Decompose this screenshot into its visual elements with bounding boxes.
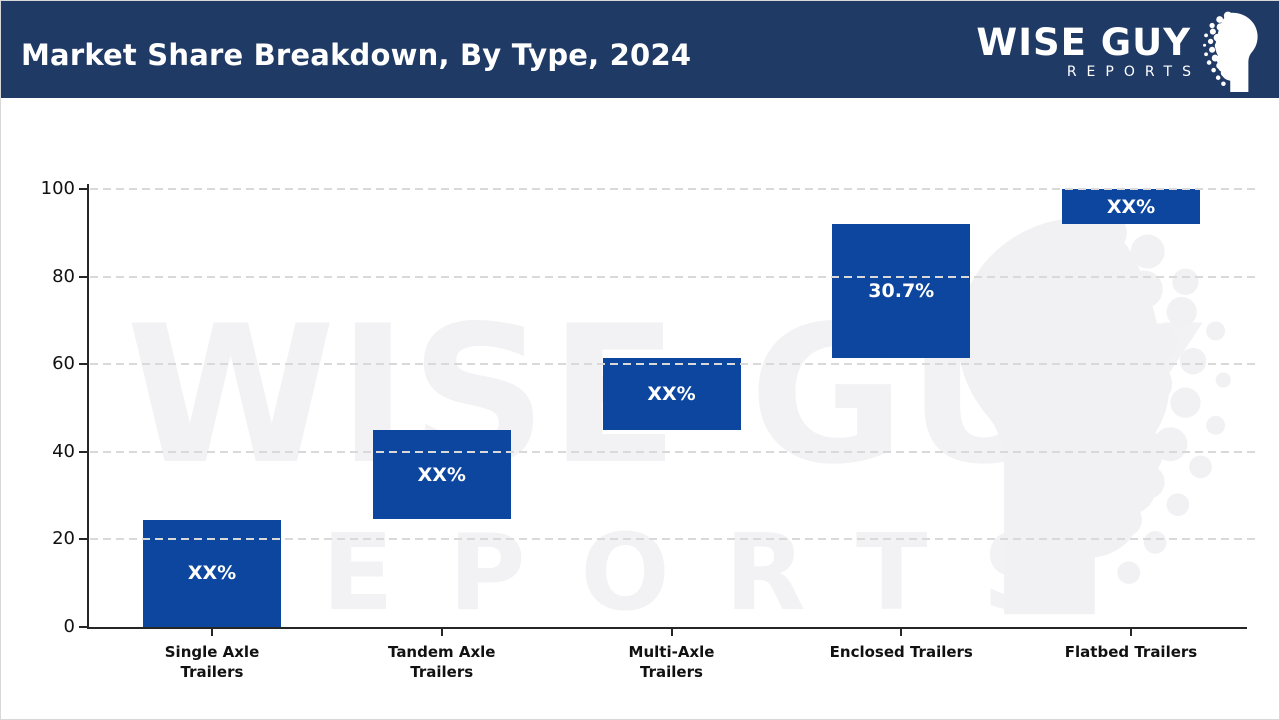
y-gridline xyxy=(90,450,1255,453)
bar-value-label: XX% xyxy=(417,463,466,486)
category-label-line: Trailers xyxy=(180,663,244,681)
logo-subtext: REPORTS xyxy=(1066,63,1201,80)
bar-single-axle-trailers xyxy=(143,519,281,627)
x-tick-mark xyxy=(900,629,903,636)
bar-multi-axle-trailers xyxy=(602,358,741,431)
head-profile-dots-icon xyxy=(1203,11,1258,92)
category-label-multi-axle-trailers: Multi-Axle Trailers xyxy=(557,642,787,682)
y-gridline xyxy=(90,363,1255,366)
bar-tandem-axle-trailers xyxy=(372,430,511,520)
y-tick-mark xyxy=(79,626,87,628)
y-tick-mark xyxy=(79,275,87,278)
brand-logo-text: WISE GUY REPORTS xyxy=(976,24,1191,80)
logo-wordmark: WISE GUY xyxy=(976,20,1191,64)
y-tick-label: 40 xyxy=(52,440,75,462)
bar-value-label: XX% xyxy=(187,562,237,585)
y-tick-mark xyxy=(79,188,87,190)
x-tick-mark xyxy=(1130,629,1132,636)
category-label-line: Trailers xyxy=(410,663,474,681)
y-tick-label: 80 xyxy=(52,265,75,287)
y-tick-label: 100 xyxy=(40,178,75,199)
x-tick-mark xyxy=(670,629,673,636)
category-label-single-axle-trailers: Single Axle Trailers xyxy=(97,642,327,682)
x-tick-mark xyxy=(211,629,213,636)
y-gridline xyxy=(90,188,1255,190)
category-label-enclosed-trailers: Enclosed Trailers xyxy=(786,642,1016,662)
category-label-line: Trailers xyxy=(640,663,703,681)
bar-value-label: XX% xyxy=(1106,195,1156,218)
y-gridline xyxy=(90,275,1255,278)
category-label-line: Flatbed Trailers xyxy=(1064,643,1198,661)
y-gridline xyxy=(90,538,1255,541)
y-tick-mark xyxy=(79,363,87,366)
brand-logo: WISE GUY REPORTS xyxy=(976,5,1265,95)
chart-title: Market Share Breakdown, By Type, 2024 xyxy=(21,37,692,72)
watermark-subtext: REPORTS xyxy=(186,512,1114,634)
x-axis-spine xyxy=(87,627,1247,629)
bar-flatbed-trailers xyxy=(1062,189,1200,224)
category-label-line: Tandem Axle xyxy=(388,643,496,661)
category-label-line: Enclosed Trailers xyxy=(829,643,973,661)
category-label-line: Single Axle xyxy=(164,643,260,661)
category-label-flatbed-trailers: Flatbed Trailers xyxy=(1016,642,1246,662)
category-label-tandem-axle-trailers: Tandem Axle Trailers xyxy=(327,642,557,682)
x-tick-mark xyxy=(440,629,443,636)
y-tick-mark xyxy=(79,450,87,453)
bar-value-label: XX% xyxy=(647,383,696,406)
y-axis-spine xyxy=(87,184,89,629)
y-tick-mark xyxy=(79,538,87,541)
y-tick-label: 60 xyxy=(52,353,75,375)
header-bar: Market Share Breakdown, By Type, 2024 WI… xyxy=(1,1,1279,98)
y-tick-label: 0 xyxy=(63,616,75,637)
bar-enclosed-trailers xyxy=(832,223,971,359)
bar-value-label: 30.7% xyxy=(868,279,935,302)
category-label-line: Multi-Axle xyxy=(628,643,715,661)
watermark-head-profile-icon xyxy=(958,211,1231,615)
y-tick-label: 20 xyxy=(52,528,75,550)
